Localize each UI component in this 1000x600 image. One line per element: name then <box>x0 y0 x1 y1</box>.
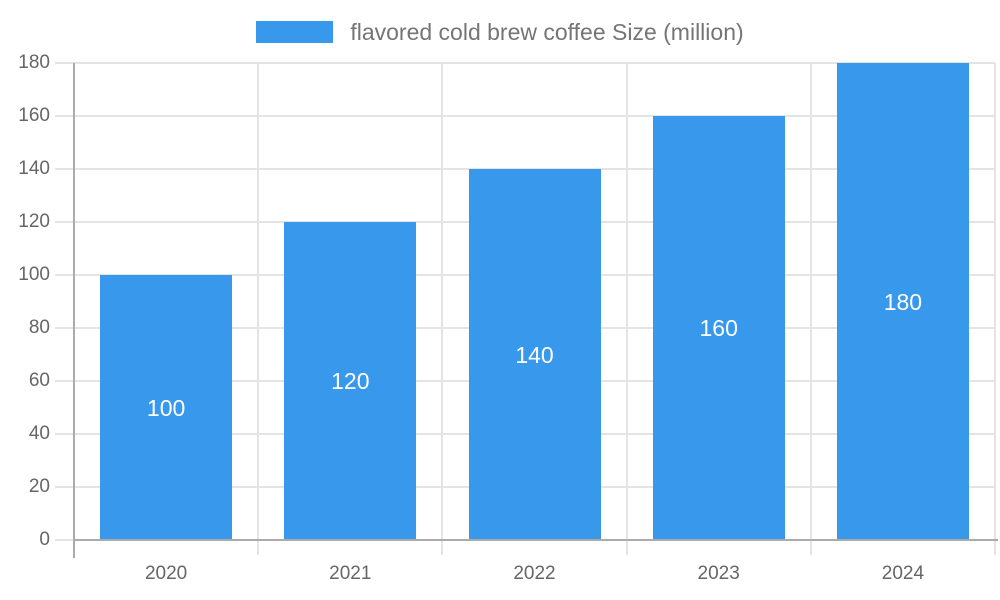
y-tick-mark <box>55 433 74 435</box>
y-tick-label: 140 <box>18 158 50 179</box>
legend-item[interactable]: flavored cold brew coffee Size (million) <box>256 19 744 45</box>
x-tick-mark <box>625 540 628 555</box>
y-tick-mark <box>55 539 74 541</box>
x-tick-mark <box>257 540 260 555</box>
x-gridline <box>994 63 996 540</box>
y-tick-label: 80 <box>28 317 50 338</box>
y-tick-mark <box>55 327 74 329</box>
bar[interactable] <box>836 63 969 540</box>
bar-value-label: 180 <box>883 288 923 315</box>
x-gridline <box>257 63 260 540</box>
bar[interactable] <box>652 116 785 540</box>
x-tick-label: 2023 <box>697 563 740 584</box>
legend-swatch-icon <box>256 21 334 43</box>
y-tick-mark <box>55 62 74 64</box>
y-tick-mark <box>55 115 74 117</box>
legend: flavored cold brew coffee Size (million) <box>0 10 1000 54</box>
bar[interactable] <box>468 169 601 540</box>
y-tick-label: 0 <box>39 529 50 550</box>
x-tick-mark <box>441 540 444 555</box>
y-tick-mark <box>55 221 74 223</box>
y-gridline <box>74 115 995 117</box>
x-tick-mark <box>809 540 812 555</box>
bar-value-label: 120 <box>331 368 370 394</box>
x-tick-label: 2022 <box>513 563 556 584</box>
y-tick-label: 100 <box>18 264 50 285</box>
x-tick-label: 2020 <box>144 563 188 584</box>
y-axis-line <box>73 63 75 558</box>
x-gridline <box>809 63 812 540</box>
bar-value-label: 100 <box>146 394 186 421</box>
y-tick-mark <box>55 486 74 488</box>
y-tick-label: 180 <box>18 52 50 73</box>
legend-label: flavored cold brew coffee Size (million) <box>350 19 744 45</box>
y-tick-label: 160 <box>18 105 50 126</box>
x-axis-line <box>73 539 998 541</box>
x-tick-label: 2021 <box>329 563 372 584</box>
x-tick-label: 2024 <box>881 563 925 584</box>
y-tick-mark <box>55 274 74 276</box>
y-tick-label: 20 <box>28 476 50 497</box>
y-tick-label: 40 <box>28 423 50 444</box>
x-tick-mark <box>994 540 996 555</box>
y-gridline <box>74 62 995 64</box>
bar-value-label: 160 <box>699 315 738 341</box>
y-tick-mark <box>55 380 74 382</box>
y-tick-label: 60 <box>28 370 50 391</box>
y-tick-label: 120 <box>18 211 50 232</box>
y-tick-mark <box>55 168 74 170</box>
x-gridline <box>441 63 444 540</box>
bar[interactable] <box>100 275 233 540</box>
bar-value-label: 140 <box>515 341 554 368</box>
x-gridline <box>625 63 628 540</box>
bar[interactable] <box>284 222 417 540</box>
